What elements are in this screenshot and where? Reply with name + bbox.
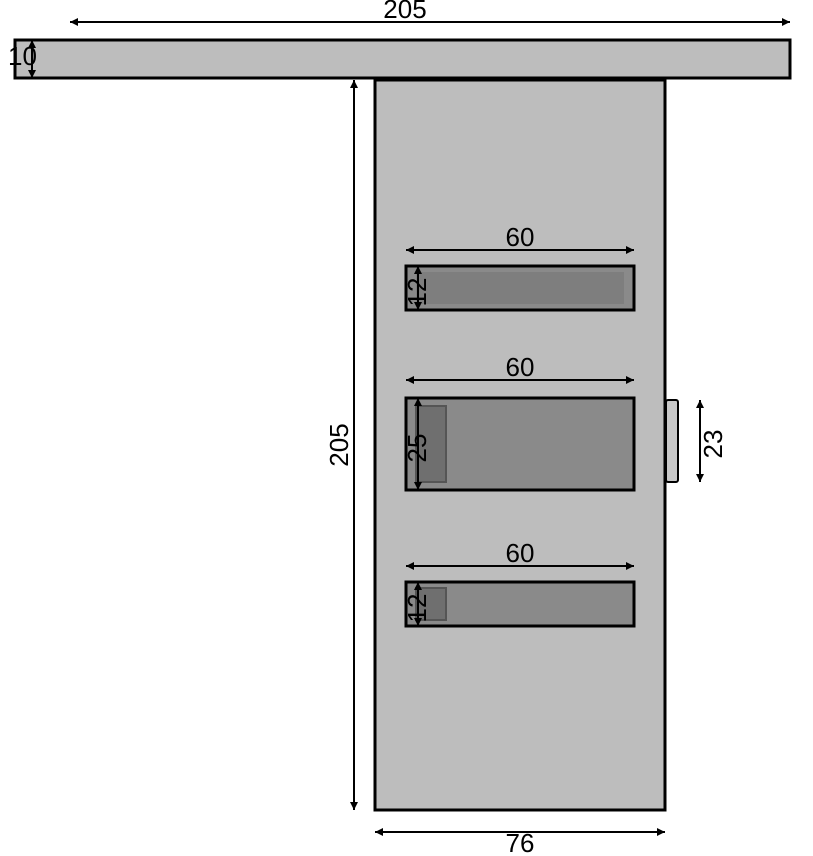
dim-rail-height-label: 10 <box>8 41 37 71</box>
dim-door-height-label: 205 <box>324 423 354 466</box>
glass-panel-3 <box>406 582 634 626</box>
dim-rail-width: 205 <box>70 0 790 24</box>
dim-rail-width-label: 205 <box>383 0 426 24</box>
dim-door-height: 205 <box>324 80 354 810</box>
glass-panel-1 <box>406 266 634 310</box>
top-rail <box>15 40 790 78</box>
dim-handle-height-label: 23 <box>698 430 728 459</box>
dim-handle-height: 23 <box>698 400 728 482</box>
dim-panel2-height-label: 25 <box>402 434 432 463</box>
dim-door-width-label: 76 <box>506 828 535 856</box>
door-handle <box>666 400 678 482</box>
glass-panel-2 <box>406 398 634 490</box>
dim-panel1-height-label: 12 <box>402 278 432 307</box>
dim-door-width: 76 <box>375 828 665 856</box>
dim-panel3-height-label: 12 <box>402 594 432 623</box>
dim-panel1-width-label: 60 <box>506 222 535 252</box>
dim-panel2-width-label: 60 <box>506 352 535 382</box>
dimension-drawing: 205 10 205 76 23 60 12 60 25 60 <box>0 0 813 856</box>
dim-panel3-width-label: 60 <box>506 538 535 568</box>
